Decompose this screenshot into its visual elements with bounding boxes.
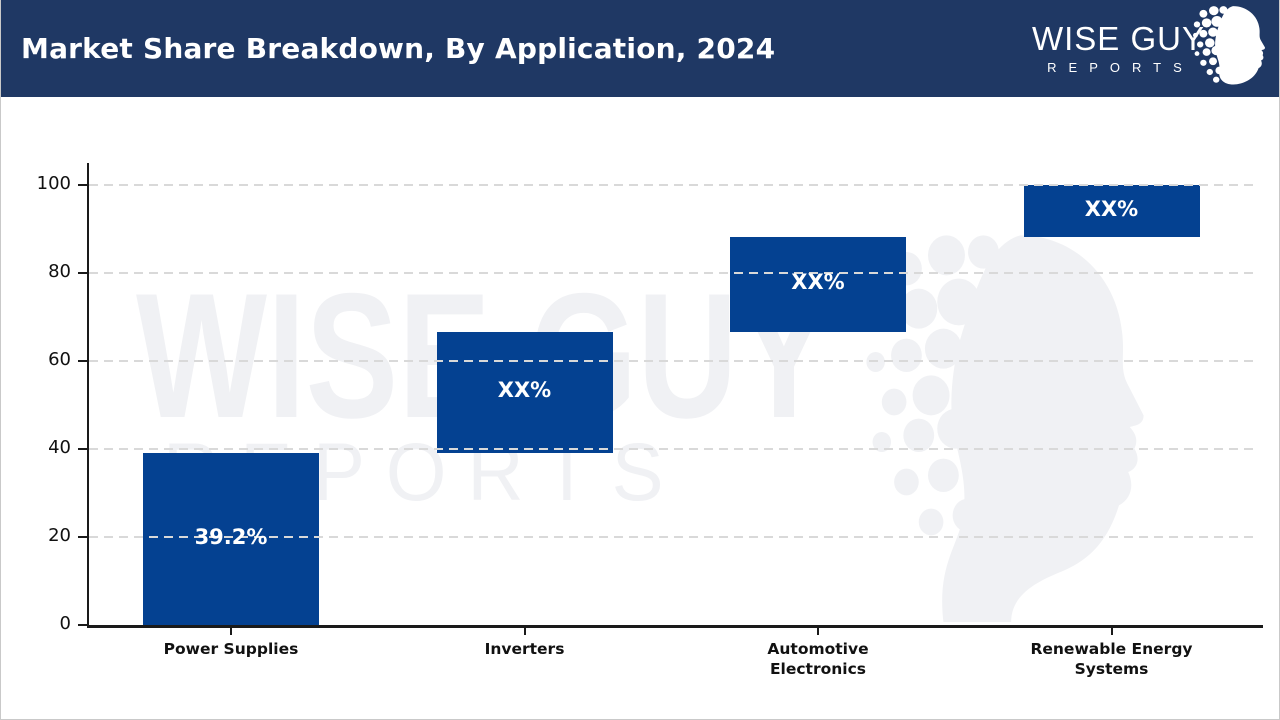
x-label-automotive-electronics: Automotive Electronics bbox=[767, 640, 869, 679]
bar-value-label-inverters: XX% bbox=[497, 378, 552, 403]
logo-text: WISE GUY REPORTS bbox=[1032, 22, 1205, 75]
x-label-inverters: Inverters bbox=[484, 640, 565, 658]
y-tick-label-20: 20 bbox=[48, 525, 71, 546]
bar-power-supplies bbox=[143, 452, 319, 625]
bar-value-label-power-supplies: 39.2% bbox=[194, 524, 268, 549]
x-label-power-supplies: Power Supplies bbox=[163, 640, 299, 658]
gridline-80 bbox=[89, 272, 1257, 274]
y-tick-20 bbox=[78, 536, 87, 538]
y-tick-label-0: 0 bbox=[59, 613, 71, 634]
y-tick-60 bbox=[78, 360, 87, 362]
y-tick-label-40: 40 bbox=[48, 437, 71, 458]
page-title: Market Share Breakdown, By Application, … bbox=[21, 32, 776, 65]
y-tick-label-80: 80 bbox=[48, 261, 71, 282]
bar-inverters bbox=[436, 331, 613, 453]
bar-renewable-energy-systems bbox=[1023, 185, 1200, 237]
gridline-100 bbox=[89, 184, 1257, 186]
x-tick-renewable-energy-systems bbox=[1110, 628, 1113, 635]
gridline-20 bbox=[89, 536, 1257, 538]
y-tick-0 bbox=[78, 624, 87, 626]
plot-area: 0 20 40 60 80 100 39.2% Power Supplies XX% Invert… bbox=[37, 163, 1263, 678]
y-tick-80 bbox=[78, 272, 87, 274]
watermark: WISE GUY REPORTS bbox=[1, 97, 1279, 719]
y-tick-label-100: 100 bbox=[36, 173, 71, 194]
bar-value-label-automotive-electronics: XX% bbox=[791, 270, 845, 295]
logo-wordmark: WISE GUY bbox=[1031, 20, 1205, 57]
wise-guy-logo: WISE GUY REPORTS bbox=[1032, 0, 1269, 97]
y-tick-100 bbox=[78, 184, 87, 186]
bar-value-label-renewable-energy-systems: XX% bbox=[1084, 196, 1139, 221]
x-label-renewable-energy-systems: Renewable Energy Systems bbox=[1030, 640, 1193, 679]
y-axis-spine bbox=[87, 163, 89, 628]
gridline-60 bbox=[89, 360, 1257, 362]
bar-automotive-electronics bbox=[730, 236, 906, 332]
x-tick-automotive-electronics bbox=[817, 628, 819, 635]
gridline-40 bbox=[89, 448, 1257, 450]
chart-canvas: WISE GUY REPORTS 0 20 40 60 80 100 39.2% Power … bbox=[1, 97, 1279, 719]
y-tick-label-60: 60 bbox=[48, 349, 71, 370]
x-tick-inverters bbox=[523, 628, 526, 635]
y-tick-40 bbox=[78, 448, 87, 450]
x-axis-spine bbox=[87, 625, 1263, 628]
watermark-head-icon bbox=[851, 222, 1159, 623]
header: Market Share Breakdown, By Application, … bbox=[1, 0, 1279, 97]
logo-head-icon bbox=[1189, 3, 1269, 95]
x-tick-power-supplies bbox=[230, 628, 232, 635]
logo-subtitle: REPORTS bbox=[1047, 60, 1194, 75]
